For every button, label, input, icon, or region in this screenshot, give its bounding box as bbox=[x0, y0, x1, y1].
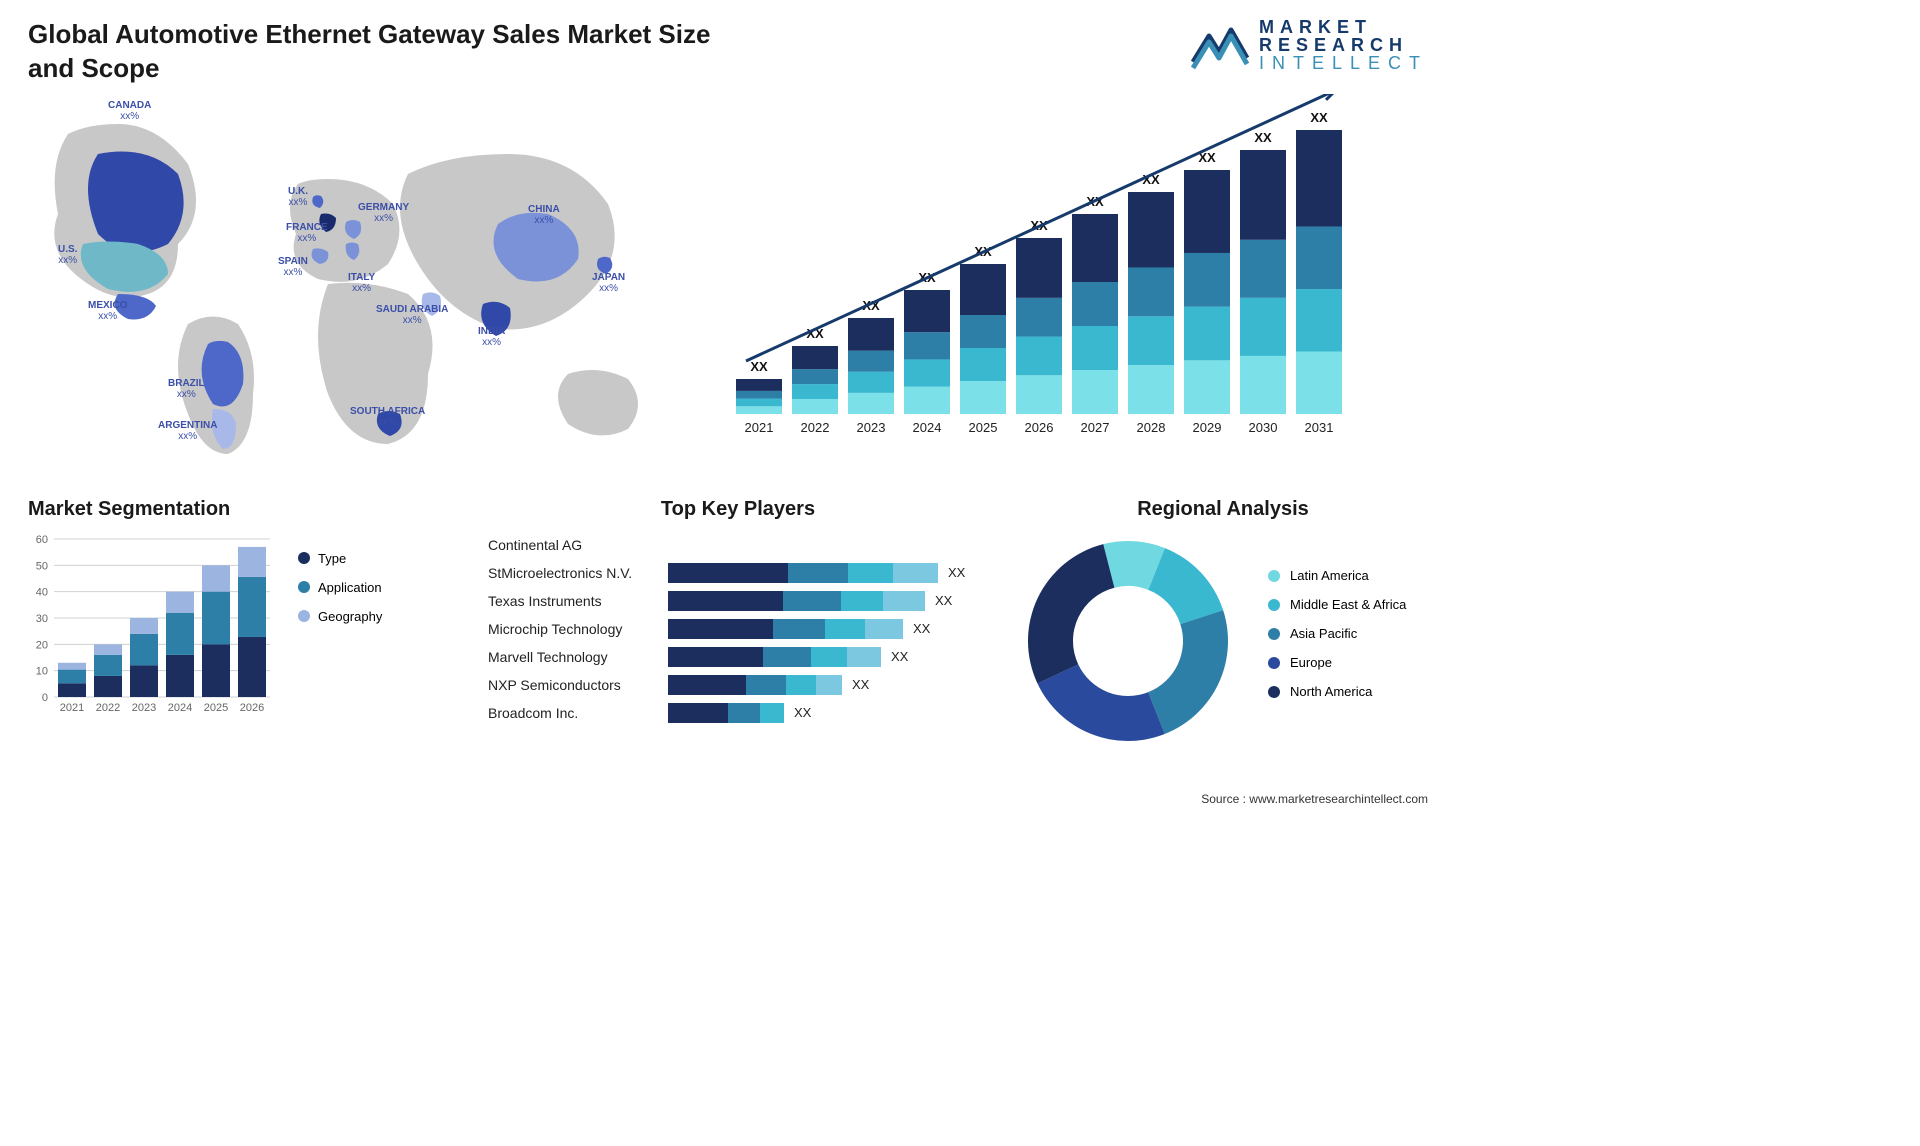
regional-donut-chart bbox=[1018, 531, 1238, 751]
svg-text:2023: 2023 bbox=[132, 702, 156, 714]
svg-text:2026: 2026 bbox=[240, 702, 264, 714]
svg-text:2021: 2021 bbox=[60, 702, 84, 714]
legend-item: Application bbox=[298, 580, 382, 595]
svg-text:2030: 2030 bbox=[1249, 420, 1278, 435]
map-label: MEXICOxx% bbox=[88, 300, 127, 322]
svg-text:40: 40 bbox=[36, 586, 48, 598]
svg-text:2022: 2022 bbox=[801, 420, 830, 435]
svg-text:2021: 2021 bbox=[745, 420, 774, 435]
map-label: FRANCExx% bbox=[286, 222, 328, 244]
logo-line3: INTELLECT bbox=[1259, 54, 1428, 72]
segmentation-panel: Market Segmentation 0 10 20 30 40 50 60 2021 202… bbox=[28, 498, 458, 751]
player-header: Continental AG bbox=[488, 531, 988, 559]
svg-text:2026: 2026 bbox=[1025, 420, 1054, 435]
legend-item: North America bbox=[1268, 684, 1406, 699]
map-label: SAUDI ARABIAxx% bbox=[376, 304, 448, 326]
page-title: Global Automotive Ethernet Gateway Sales… bbox=[28, 18, 728, 86]
svg-text:0: 0 bbox=[42, 692, 48, 704]
svg-text:50: 50 bbox=[36, 560, 48, 572]
map-label: GERMANYxx% bbox=[358, 202, 409, 224]
player-row: Marvell TechnologyXX bbox=[488, 643, 988, 671]
key-players-panel: Top Key Players Continental AGStMicroele… bbox=[488, 498, 988, 751]
svg-text:2028: 2028 bbox=[1137, 420, 1166, 435]
svg-text:2031: 2031 bbox=[1305, 420, 1334, 435]
player-row: Broadcom Inc.XX bbox=[488, 699, 988, 727]
legend-item: Asia Pacific bbox=[1268, 626, 1406, 641]
svg-text:XX: XX bbox=[1254, 130, 1272, 145]
svg-text:XX: XX bbox=[750, 359, 768, 374]
world-map: CANADAxx% U.S.xx% MEXICOxx% BRAZILxx% ARGENT… bbox=[28, 94, 678, 474]
svg-text:2024: 2024 bbox=[913, 420, 942, 435]
svg-text:2025: 2025 bbox=[204, 702, 228, 714]
svg-text:XX: XX bbox=[1310, 110, 1328, 125]
player-row: NXP SemiconductorsXX bbox=[488, 671, 988, 699]
logo-swoosh-icon bbox=[1191, 18, 1251, 72]
svg-text:2025: 2025 bbox=[969, 420, 998, 435]
svg-text:2022: 2022 bbox=[96, 702, 120, 714]
svg-text:10: 10 bbox=[36, 665, 48, 677]
player-row: Microchip TechnologyXX bbox=[488, 615, 988, 643]
map-label: CHINAxx% bbox=[528, 204, 560, 226]
legend-item: Geography bbox=[298, 609, 382, 624]
map-label: ARGENTINAxx% bbox=[158, 420, 217, 442]
regional-title: Regional Analysis bbox=[1018, 498, 1428, 521]
source-text: Source : www.marketresearchintellect.com bbox=[1201, 792, 1428, 806]
growth-bar-chart: XX2021XX2022XX2023XX2024XX2025XX2026XX20… bbox=[718, 94, 1428, 474]
brand-logo: MARKET RESEARCH INTELLECT bbox=[1191, 18, 1428, 72]
map-label: JAPANxx% bbox=[592, 272, 625, 294]
player-row: Texas InstrumentsXX bbox=[488, 587, 988, 615]
legend-item: Type bbox=[298, 551, 382, 566]
logo-line1: MARKET bbox=[1259, 18, 1428, 36]
svg-text:20: 20 bbox=[36, 639, 48, 651]
map-label: INDIAxx% bbox=[478, 326, 505, 348]
legend-item: Middle East & Africa bbox=[1268, 597, 1406, 612]
svg-text:2029: 2029 bbox=[1193, 420, 1222, 435]
map-label: BRAZILxx% bbox=[168, 378, 205, 400]
segmentation-legend: Type Application Geography bbox=[298, 531, 382, 721]
legend-item: Latin America bbox=[1268, 568, 1406, 583]
map-label: SPAINxx% bbox=[278, 256, 308, 278]
svg-text:2023: 2023 bbox=[857, 420, 886, 435]
players-title: Top Key Players bbox=[488, 498, 988, 521]
legend-item: Europe bbox=[1268, 655, 1406, 670]
map-label: U.S.xx% bbox=[58, 244, 77, 266]
logo-line2: RESEARCH bbox=[1259, 36, 1428, 54]
svg-text:60: 60 bbox=[36, 534, 48, 546]
svg-text:30: 30 bbox=[36, 613, 48, 625]
player-row: StMicroelectronics N.V.XX bbox=[488, 559, 988, 587]
svg-text:2024: 2024 bbox=[168, 702, 192, 714]
map-label: ITALYxx% bbox=[348, 272, 375, 294]
regional-legend: Latin America Middle East & Africa Asia Pa… bbox=[1268, 568, 1406, 713]
map-label: CANADAxx% bbox=[108, 100, 151, 122]
regional-panel: Regional Analysis Latin America Middle Ea… bbox=[1018, 498, 1428, 751]
segmentation-title: Market Segmentation bbox=[28, 498, 458, 521]
map-label: U.K.xx% bbox=[288, 186, 308, 208]
svg-text:2027: 2027 bbox=[1081, 420, 1110, 435]
map-label: SOUTH AFRICAxx% bbox=[350, 406, 425, 428]
